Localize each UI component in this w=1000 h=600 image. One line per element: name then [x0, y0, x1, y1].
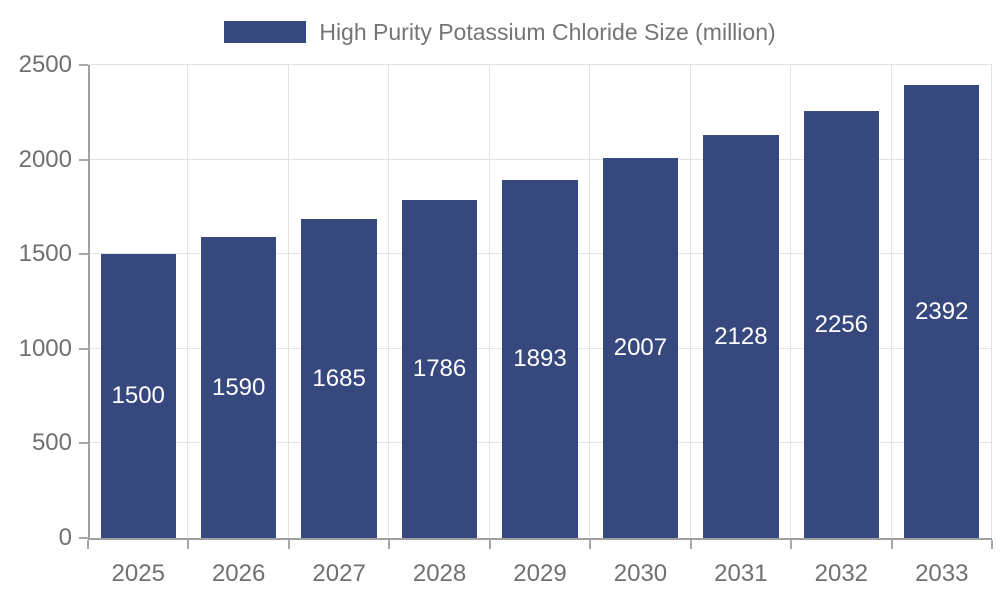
gridline-vertical: [890, 65, 892, 538]
plot-area: 1500 1590 1685 1786 1893 2007 2128 2256 2392: [79, 64, 993, 549]
y-axis-labels: 0 500 1000 1500 2000 2500: [0, 53, 72, 550]
y-axis-tick: [79, 158, 88, 161]
x-axis-tick: [991, 540, 993, 549]
gridline-vertical: [790, 65, 792, 538]
y-tick-label: 2500: [18, 51, 72, 78]
y-axis-tick: [79, 442, 88, 445]
legend-label: High Purity Potassium Chloride Size (mil…: [319, 18, 776, 45]
x-tick-label: 2028: [412, 560, 467, 587]
x-axis-tick: [87, 540, 89, 549]
x-axis-labels: 2025 2026 2027 2028 2029 2030 2031 2032 2033: [88, 558, 992, 590]
x-axis-tick: [287, 540, 290, 549]
x-tick-label: 2032: [814, 560, 869, 587]
x-tick-label: 2027: [312, 560, 366, 587]
bar[interactable]: 2128: [703, 135, 779, 538]
x-tick-label: 2025: [111, 560, 165, 587]
x-axis-tick: [187, 540, 190, 549]
y-axis-tick: [79, 64, 88, 66]
bar[interactable]: 1590: [201, 237, 277, 538]
x-tick-label: 2030: [613, 560, 668, 587]
y-tick-label: 1500: [18, 240, 72, 268]
y-tick-label: 2000: [18, 145, 72, 173]
y-tick-label: 0: [58, 524, 72, 551]
bar[interactable]: 1685: [301, 219, 377, 538]
gridline-vertical: [589, 65, 591, 538]
bar-value-label: 2392: [915, 297, 969, 325]
x-tick-label: 2029: [513, 560, 567, 587]
bar[interactable]: 2256: [803, 111, 879, 538]
bar[interactable]: 1786: [401, 200, 478, 538]
bar[interactable]: 1893: [502, 179, 578, 538]
bar-value-label: 2007: [613, 334, 668, 362]
gridline-horizontal: [88, 158, 992, 160]
bar-value-label: 1590: [211, 373, 266, 401]
gridline-vertical: [388, 65, 390, 538]
gridline-vertical: [287, 65, 289, 538]
bar-value-label: 1500: [111, 382, 165, 410]
x-axis-tick: [689, 540, 692, 549]
bar-value-label: 2128: [714, 322, 768, 350]
bar-value-label: 1685: [312, 364, 366, 392]
y-tick-label: 1000: [18, 334, 72, 362]
x-tick-label: 2026: [211, 560, 266, 587]
y-axis-line: [88, 65, 90, 538]
y-axis-tick: [79, 253, 88, 256]
bar[interactable]: 2392: [904, 85, 980, 538]
x-axis-tick: [388, 540, 391, 549]
bar[interactable]: 1500: [100, 254, 176, 538]
x-axis-tick: [790, 540, 793, 549]
y-tick-label: 500: [31, 429, 72, 457]
bar[interactable]: 2007: [602, 158, 679, 538]
bar-value-label: 1893: [513, 344, 567, 372]
bar-value-label: 2256: [814, 310, 869, 338]
bar-value-label: 1786: [412, 355, 467, 383]
x-axis-tick: [890, 540, 893, 549]
gridline-horizontal: [88, 64, 992, 65]
x-axis-line: [88, 538, 992, 540]
legend-swatch: [224, 21, 307, 43]
y-axis-tick: [79, 537, 88, 539]
legend-item[interactable]: High Purity Potassium Chloride Size (mil…: [0, 17, 1000, 47]
x-tick-label: 2033: [915, 560, 969, 587]
gridline-vertical: [187, 65, 189, 538]
gridline-vertical: [991, 65, 992, 538]
x-axis-tick: [488, 540, 491, 549]
x-axis-tick: [589, 540, 592, 549]
gridline-vertical: [488, 65, 490, 538]
y-axis-tick: [79, 347, 88, 350]
gridline-vertical: [689, 65, 691, 538]
x-tick-label: 2031: [714, 560, 768, 587]
